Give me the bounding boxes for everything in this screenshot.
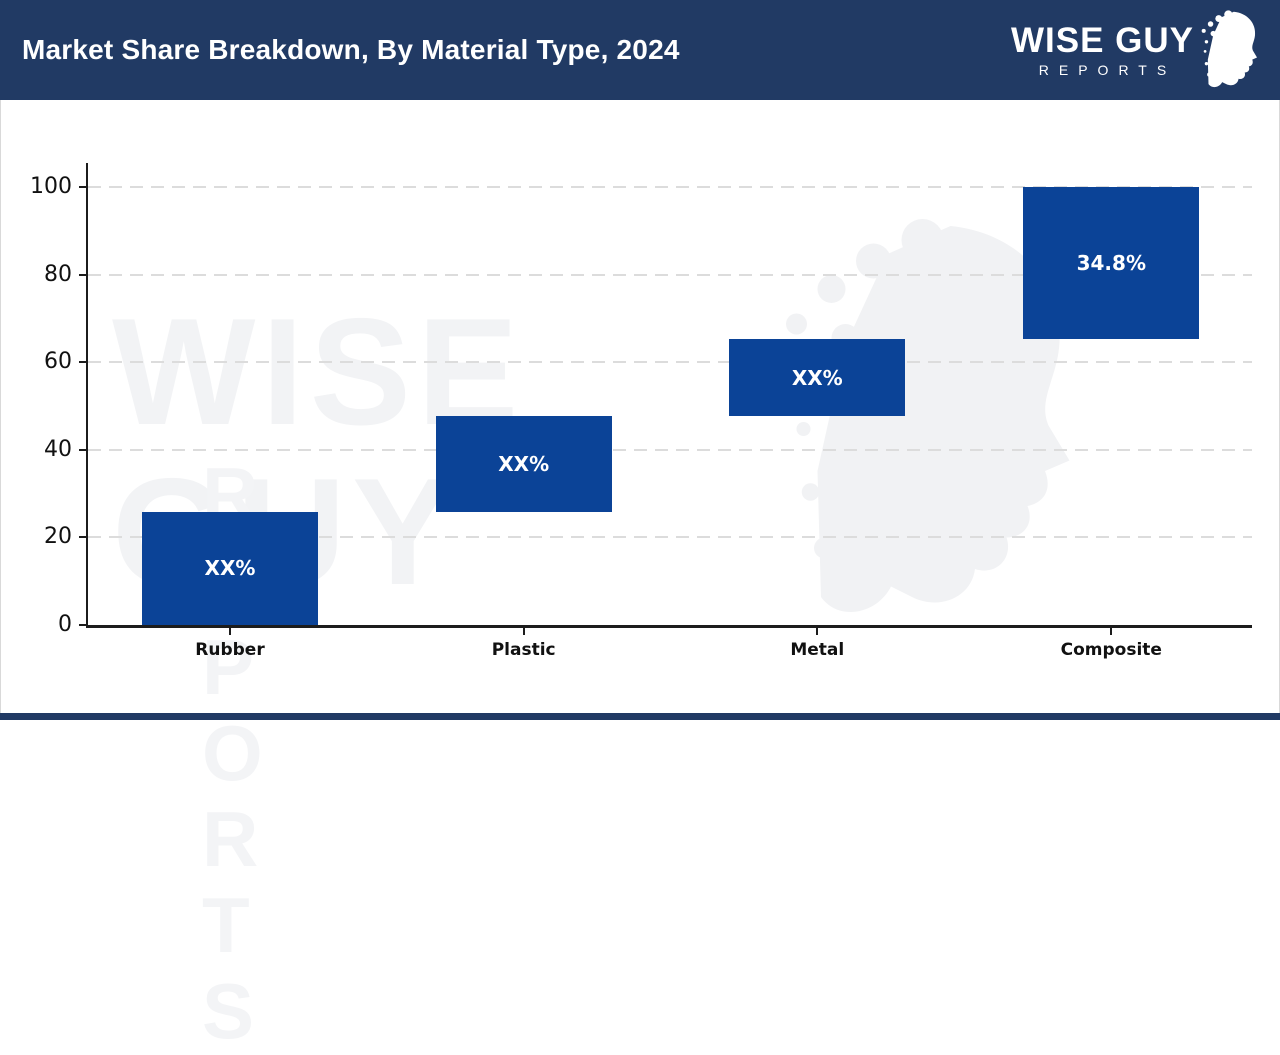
y-tick-label-20: 20 bbox=[44, 524, 72, 550]
gridline-y40 bbox=[88, 448, 1252, 451]
x-axis-spine bbox=[86, 625, 1252, 628]
logo-face-icon bbox=[1201, 10, 1258, 88]
y-tick-0 bbox=[79, 624, 87, 626]
bar-composite: 34.8% bbox=[1023, 187, 1200, 340]
gridline-y60 bbox=[88, 361, 1252, 364]
gridline-y100 bbox=[88, 186, 1252, 188]
plot-area: 0 20 40 60 80 100 XX% Rubber XX% Plastic XX% Metal 3… bbox=[30, 163, 1252, 660]
bar-metal: XX% bbox=[729, 339, 906, 416]
x-tick-metal bbox=[816, 627, 819, 635]
y-tick-100 bbox=[79, 186, 87, 188]
y-tick-80 bbox=[79, 273, 87, 276]
y-tick-label-100: 100 bbox=[30, 174, 72, 199]
header-bar: Market Share Breakdown, By Material Type… bbox=[0, 0, 1280, 100]
wiseguy-logo: WISE GUY REPORTS bbox=[1011, 7, 1262, 93]
bar-plastic: XX% bbox=[435, 415, 612, 512]
y-tick-20 bbox=[79, 536, 87, 539]
gridline-y20 bbox=[88, 536, 1252, 539]
y-axis-spine bbox=[86, 163, 88, 627]
y-tick-label-80: 80 bbox=[44, 261, 72, 287]
chart-title: Market Share Breakdown, By Material Type… bbox=[22, 34, 680, 65]
gridline-y80 bbox=[88, 273, 1252, 276]
x-tick-composite bbox=[1110, 627, 1113, 635]
y-tick-label-40: 40 bbox=[44, 436, 72, 462]
y-tick-label-0: 0 bbox=[58, 612, 72, 637]
bar-value-label: 34.8% bbox=[1076, 251, 1146, 276]
x-tick-label-rubber: Rubber bbox=[195, 640, 265, 660]
logo-wordmark: WISE GUY REPORTS bbox=[1010, 20, 1194, 79]
footer-bar bbox=[0, 713, 1280, 720]
logo-wordmark-line2: REPORTS bbox=[1038, 61, 1177, 78]
bar-rubber: XX% bbox=[142, 511, 318, 625]
bar-value-label: XX% bbox=[498, 451, 550, 476]
bar-value-label: XX% bbox=[791, 365, 843, 390]
logo-wordmark-line1: WISE GUY bbox=[1010, 20, 1194, 60]
x-tick-label-metal: Metal bbox=[790, 640, 845, 660]
y-tick-label-60: 60 bbox=[44, 349, 72, 375]
x-tick-label-composite: Composite bbox=[1060, 640, 1162, 660]
x-tick-rubber bbox=[229, 627, 231, 635]
bar-value-label: XX% bbox=[204, 556, 256, 581]
x-tick-label-plastic: Plastic bbox=[491, 640, 556, 660]
x-tick-plastic bbox=[522, 627, 525, 635]
y-tick-60 bbox=[79, 361, 87, 364]
y-tick-40 bbox=[79, 448, 87, 451]
